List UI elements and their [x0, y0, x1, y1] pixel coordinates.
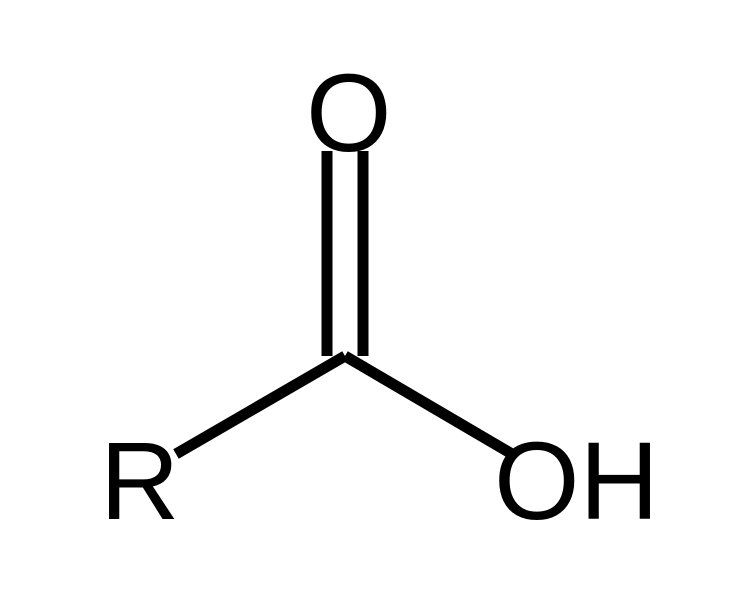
- atom-oxygen-top: O: [306, 50, 392, 177]
- atom-hydroxyl: OH: [494, 418, 659, 545]
- atom-r-group: R: [100, 418, 179, 545]
- single-bond-left: [176, 356, 345, 454]
- single-bond-right: [345, 356, 512, 454]
- chemical-structure-diagram: O R OH: [0, 0, 748, 600]
